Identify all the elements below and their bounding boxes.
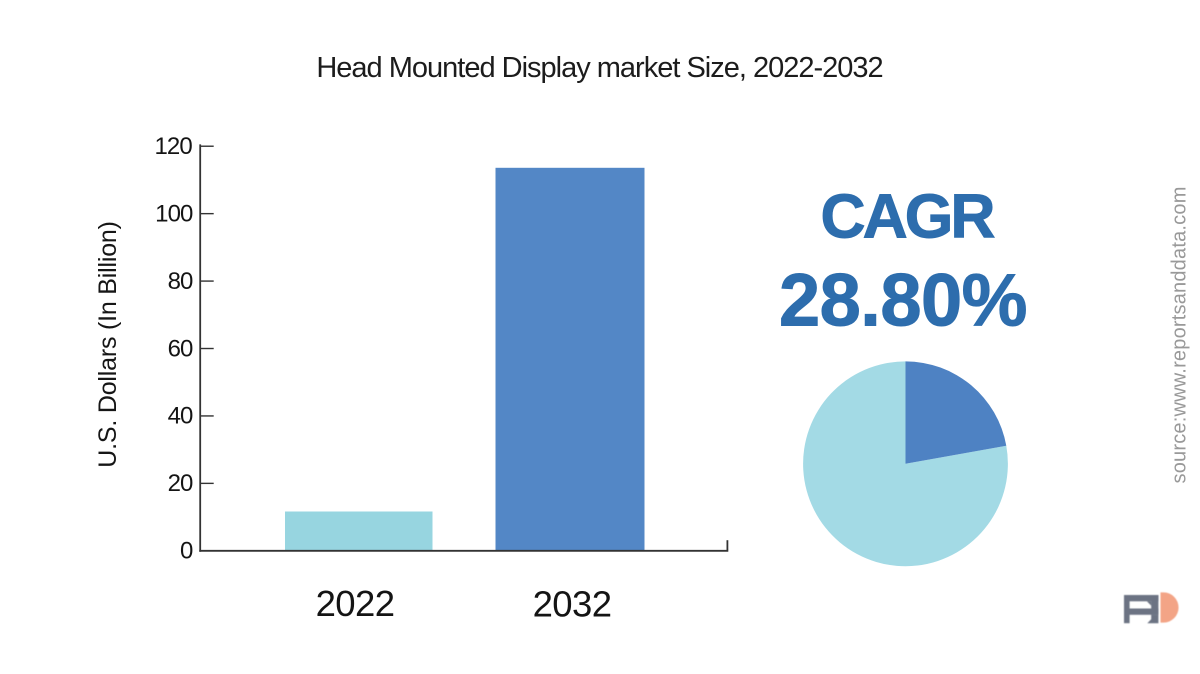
svg-text:60: 60: [168, 335, 193, 362]
svg-text:U.S. Dollars (In Billion): U.S. Dollars (In Billion): [94, 221, 122, 467]
svg-text:Head Mounted Display market Si: Head Mounted Display market Size, 2022-2…: [316, 52, 882, 84]
svg-text:40: 40: [168, 403, 193, 430]
svg-text:0: 0: [180, 538, 193, 565]
svg-text:20: 20: [168, 470, 193, 497]
svg-text:CAGR: CAGR: [820, 182, 994, 252]
svg-text:2032: 2032: [533, 584, 612, 625]
svg-text:120: 120: [154, 133, 192, 160]
svg-text:80: 80: [168, 268, 193, 295]
svg-text:2022: 2022: [316, 583, 395, 624]
svg-text:28.80%: 28.80%: [779, 259, 1027, 342]
svg-text:100: 100: [155, 201, 193, 228]
svg-text:source:www.reportsanddata.com: source:www.reportsanddata.com: [1169, 186, 1191, 483]
